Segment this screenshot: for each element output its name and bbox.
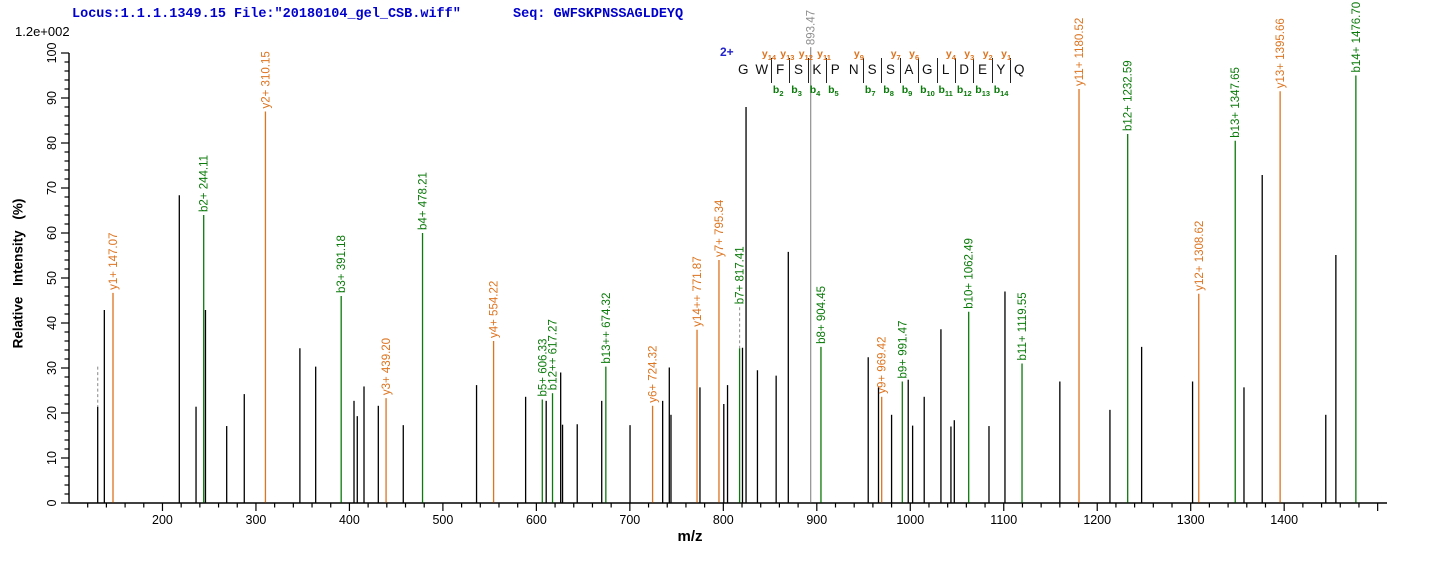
x-tick-label: 700: [619, 513, 640, 527]
peak-label: b8+ 904.45: [816, 286, 828, 344]
y-tick-label: 90: [45, 91, 59, 105]
x-tick-label: 1400: [1270, 513, 1298, 527]
peak-label: y7+ 795.34: [714, 199, 726, 257]
y-tick-label: 10: [45, 451, 59, 465]
x-tick-label: 600: [526, 513, 547, 527]
y-tick-label: 0: [45, 499, 59, 506]
peak-label: y1+ 147.07: [108, 233, 120, 290]
y-tick-label: 40: [45, 316, 59, 330]
peak-label: b13++ 674.32: [601, 293, 613, 364]
peak-label: y11+ 1180.52: [1074, 18, 1086, 86]
sequence-header: Seq: GWFSKPNSSAGLDEYQ: [513, 7, 684, 22]
peak-label: b10+ 1062.49: [964, 238, 976, 309]
y-tick-label: 100: [45, 43, 59, 64]
peak-label: y3+ 439.20: [381, 338, 393, 395]
peak-label: y6+ 724.32: [648, 346, 660, 403]
x-tick-label: 1100: [990, 513, 1017, 527]
y-tick-label: 80: [45, 136, 59, 150]
peak-label: b5+ 606.33: [537, 339, 549, 397]
peak-label: b12++ 617.27: [548, 319, 560, 390]
max-intensity-scale: 1.2e+002: [15, 24, 70, 39]
x-tick-label: 900: [806, 513, 827, 527]
x-tick-label: 800: [713, 513, 734, 527]
peak-label: b2+ 244.11: [199, 155, 211, 212]
peak-label: y12+ 1308.62: [1194, 221, 1206, 291]
x-tick-label: 400: [339, 513, 360, 527]
x-tick-label: 1000: [896, 513, 924, 527]
x-tick-label: 1200: [1083, 513, 1111, 527]
x-tick-label: 500: [432, 513, 453, 527]
x-tick-label: 200: [152, 513, 173, 527]
peak-label: y9+ 969.42: [877, 337, 889, 394]
peak-label: b13+ 1347.65: [1230, 67, 1242, 138]
y-tick-label: 60: [45, 226, 59, 240]
peak-label: y4+ 554.22: [489, 281, 501, 338]
precursor-label: 893.47: [806, 10, 818, 45]
peak-label: y2+ 310.15: [260, 51, 272, 108]
peak-label: b3+ 391.18: [336, 235, 348, 293]
peak-label: b11+ 1119.55: [1017, 292, 1029, 360]
x-axis-title: m/z: [677, 528, 703, 545]
peak-label: y14++ 771.87: [692, 256, 704, 326]
peak-label: b14+ 1476.70: [1351, 2, 1363, 73]
peak-label: b12+ 1232.59: [1123, 60, 1135, 131]
peak-label: y13+ 1395.66: [1275, 18, 1287, 88]
locus-file-header: Locus:1.1.1.1349.15 File:"20180104_gel_C…: [72, 7, 461, 22]
peak-label: b9+ 991.47: [897, 321, 909, 379]
y-tick-label: 70: [45, 181, 59, 195]
y-tick-label: 20: [45, 406, 59, 420]
y-tick-label: 50: [45, 271, 59, 285]
peak-label: b7+ 817.41: [735, 246, 747, 304]
peak-label: b4+ 478.21: [418, 172, 430, 230]
y-tick-label: 30: [45, 361, 59, 375]
x-tick-label: 1300: [1177, 513, 1205, 527]
x-tick-label: 300: [246, 513, 267, 527]
